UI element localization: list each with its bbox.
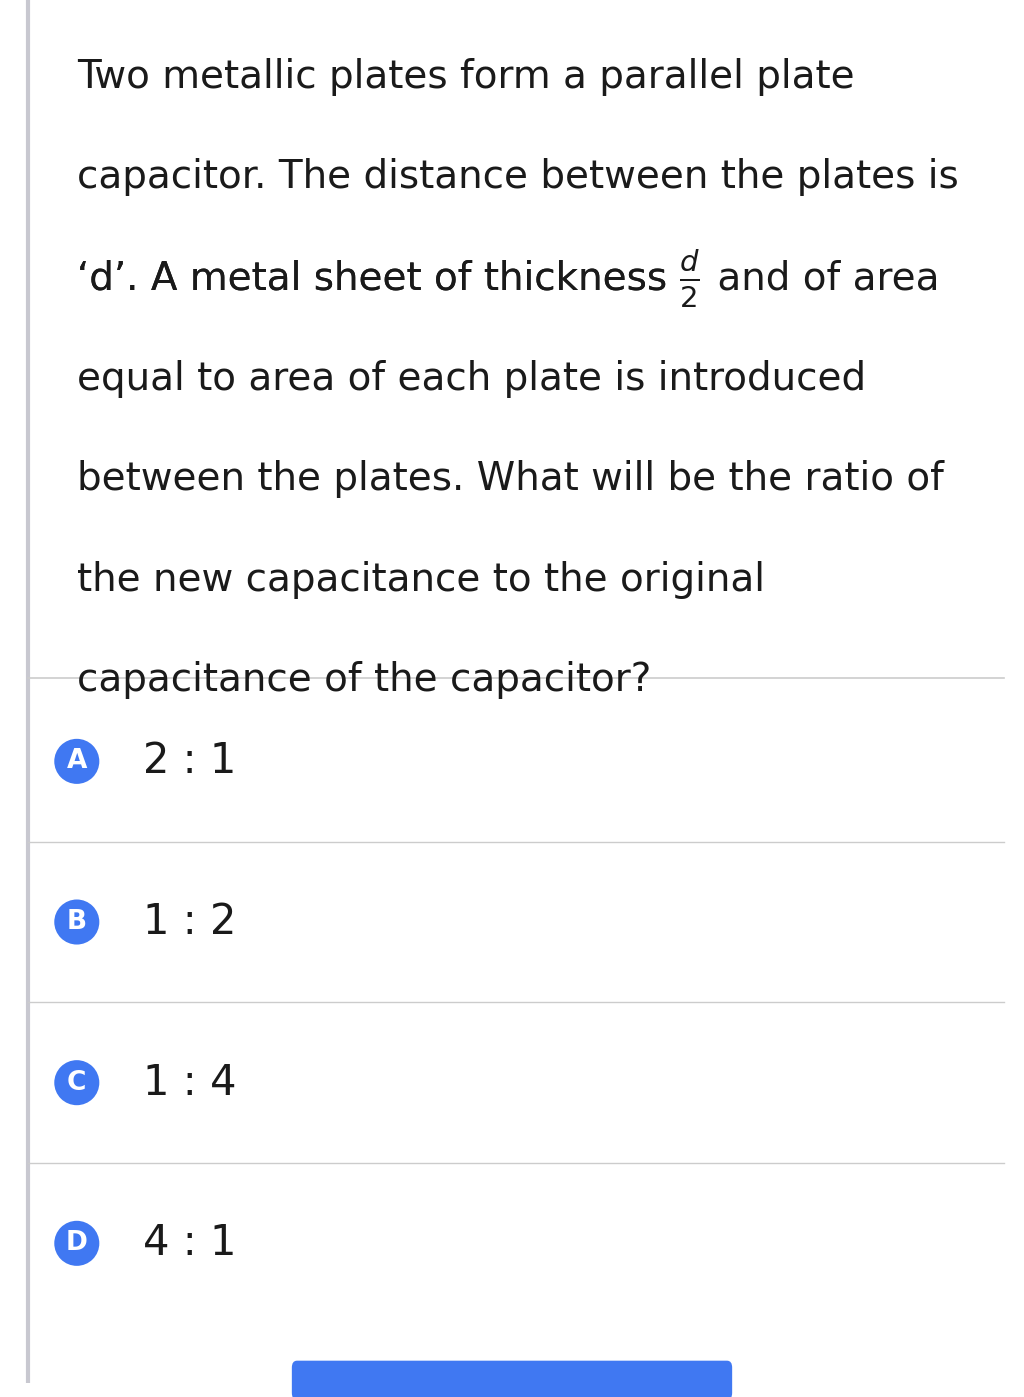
Text: capacitance of the capacitor?: capacitance of the capacitor?: [77, 661, 651, 700]
FancyBboxPatch shape: [292, 1361, 732, 1397]
Text: capacitor. The distance between the plates is: capacitor. The distance between the plat…: [77, 158, 958, 197]
Text: A: A: [67, 749, 87, 774]
Text: between the plates. What will be the ratio of: between the plates. What will be the rat…: [77, 460, 944, 499]
Text: ‘d’. A metal sheet of thickness: ‘d’. A metal sheet of thickness: [77, 258, 679, 298]
Text: the new capacitance to the original: the new capacitance to the original: [77, 560, 765, 599]
Ellipse shape: [54, 1221, 99, 1266]
Text: 1 : 2: 1 : 2: [143, 901, 237, 943]
Text: ‘d’. A metal sheet of thickness: ‘d’. A metal sheet of thickness: [77, 258, 679, 298]
Text: equal to area of each plate is introduced: equal to area of each plate is introduce…: [77, 359, 866, 398]
Text: $\frac{d}{2}$: $\frac{d}{2}$: [679, 246, 700, 310]
Text: and of area: and of area: [706, 258, 940, 298]
Ellipse shape: [54, 739, 99, 784]
Text: D: D: [66, 1231, 88, 1256]
Ellipse shape: [54, 1060, 99, 1105]
Ellipse shape: [54, 900, 99, 944]
Text: 4 : 1: 4 : 1: [143, 1222, 237, 1264]
Text: B: B: [67, 909, 87, 935]
Text: 1 : 4: 1 : 4: [143, 1062, 237, 1104]
Text: C: C: [68, 1070, 86, 1095]
Text: Two metallic plates form a parallel plate: Two metallic plates form a parallel plat…: [77, 57, 854, 96]
Text: 2 : 1: 2 : 1: [143, 740, 237, 782]
